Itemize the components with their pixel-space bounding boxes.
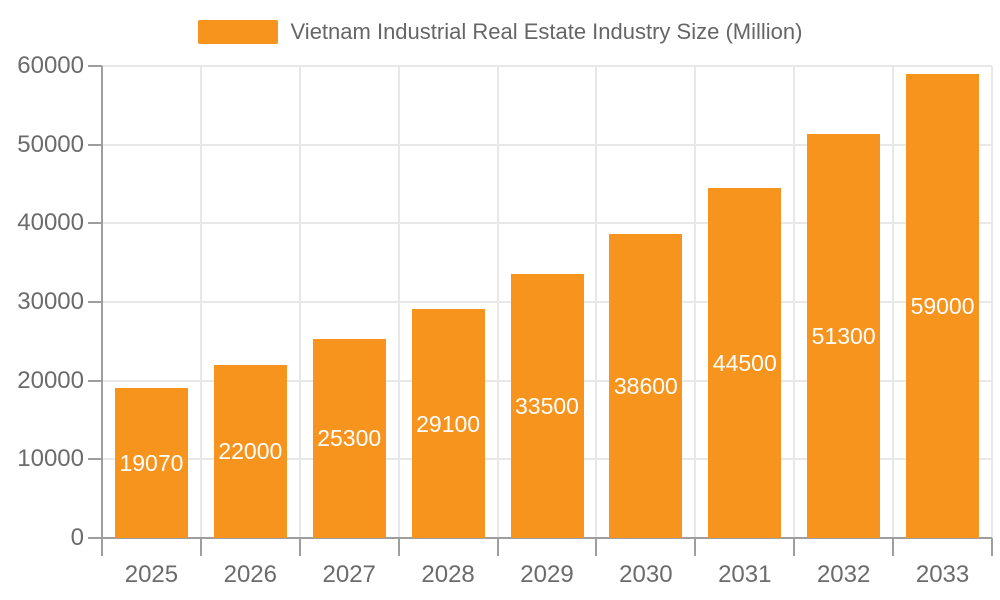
legend-item[interactable]: Vietnam Industrial Real Estate Industry … [0,16,1000,48]
x-gridline [991,66,993,538]
x-gridline [793,66,796,538]
x-axis-category-label: 2033 [915,561,970,588]
y-axis-tick-label: 0 [70,524,84,551]
x-gridline [496,66,499,538]
y-gridline [102,143,992,146]
bar-2031[interactable] [708,187,782,538]
x-axis-tick [892,538,895,556]
x-axis-category-label: 2029 [520,561,574,588]
y-axis-tick [88,301,102,303]
y-axis-tick-label: 30000 [17,288,84,315]
x-axis-tick [496,538,499,556]
legend-label: Vietnam Industrial Real Estate Industry … [290,19,803,44]
x-axis-tick [298,538,301,556]
y-axis-tick [88,143,102,146]
y-axis-tick-label: 10000 [17,445,84,473]
x-axis-tick [199,538,202,556]
bar-2030[interactable] [609,234,683,538]
x-axis-tick [991,538,993,556]
x-axis-category-label: 2032 [816,561,871,588]
bar-2026[interactable] [213,364,287,538]
x-axis-tick [793,538,796,556]
bar-2029[interactable] [510,274,584,538]
y-axis-tick [88,222,102,225]
y-gridline [102,222,992,225]
x-axis-tick [397,538,400,556]
y-gridline [102,65,992,67]
x-axis-category-label: 2031 [718,561,772,588]
x-gridline [397,66,400,538]
x-axis-category-label: 2026 [223,561,277,588]
bar-2025[interactable] [114,387,188,538]
y-axis-tick-label: 60000 [17,52,84,79]
bar-2027[interactable] [312,338,386,538]
x-axis-line [101,537,992,539]
x-axis-tick [694,538,697,556]
x-axis-tick [101,538,103,556]
x-axis-tick [595,538,598,556]
y-axis-tick [88,458,102,461]
legend-swatch [197,20,278,44]
x-axis-category-label: 2027 [322,561,376,588]
x-gridline [595,66,598,538]
y-axis-tick-label: 50000 [17,130,84,158]
x-axis-category-label: 2025 [124,561,179,588]
y-axis-tick [88,65,102,67]
bar-2033[interactable] [906,73,980,538]
x-axis-category-label: 2028 [421,561,475,588]
x-gridline [298,66,301,538]
y-axis-line [101,66,103,538]
x-gridline [892,66,895,538]
bar-2028[interactable] [411,309,485,538]
bar-2032[interactable] [807,134,881,538]
y-axis-tick [88,379,102,382]
x-gridline [694,66,697,538]
y-axis-tick-label: 20000 [17,366,84,394]
y-axis-tick-label: 40000 [17,209,84,237]
x-gridline [199,66,202,538]
y-axis-tick [88,537,102,539]
x-axis-category-label: 2030 [619,561,673,588]
